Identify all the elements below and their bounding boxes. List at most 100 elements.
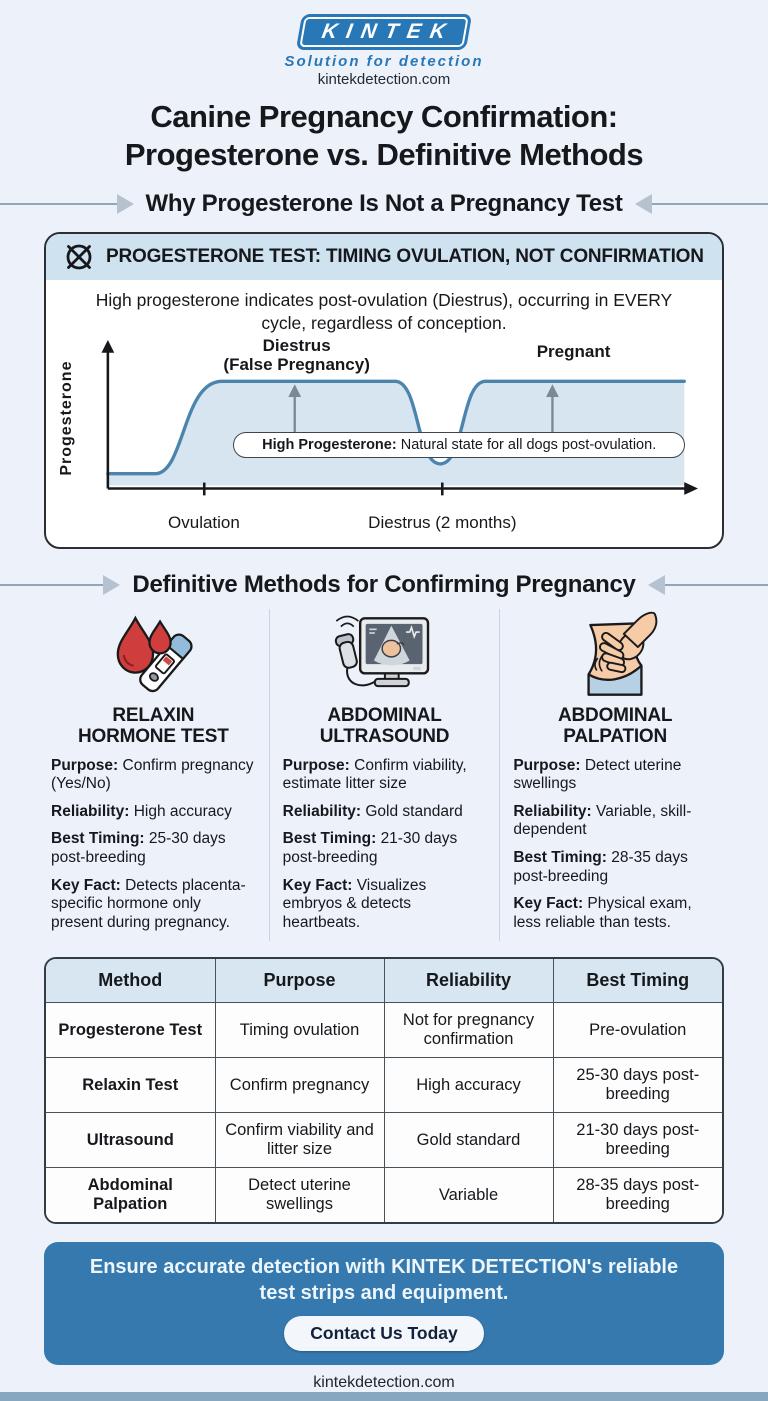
heading-line-left <box>0 584 104 587</box>
table-row: Relaxin Test Confirm pregnancy High accu… <box>46 1057 722 1114</box>
cell-reliability: Not for pregnancy confirmation <box>383 1002 554 1059</box>
contact-us-button[interactable]: Contact Us Today <box>284 1315 484 1351</box>
arrow-left-icon <box>647 575 665 596</box>
cell-reliability: High accuracy <box>383 1057 554 1114</box>
detail-best-timing: Best Timing: 21-30 days post-breeding <box>282 830 458 867</box>
annotation-arrowhead-left-icon <box>288 384 302 398</box>
method-relaxin-name: RELAXIN HORMONE TEST <box>51 705 256 748</box>
cell-method: Abdominal Palpation <box>46 1167 216 1223</box>
detail-key-fact: Key Fact: Visualizes embryos & detects h… <box>282 876 427 931</box>
progesterone-curve-svg <box>101 339 699 496</box>
chart-x-tick-labels: Ovulation Diestrus (2 months) <box>98 513 700 537</box>
brand-tagline: Solution for detection <box>284 53 484 70</box>
label-diestrus-line1: Diestrus <box>262 336 331 356</box>
cell-method: Progesterone Test <box>46 1002 216 1059</box>
arrow-right-icon <box>103 575 121 596</box>
label-diestrus-false-pregnancy: Diestrus (False Pregnancy) <box>200 336 393 374</box>
detail-reliability: Reliability: Gold standard <box>282 802 463 820</box>
page-title: Canine Pregnancy Confirmation: Progester… <box>0 98 768 174</box>
cell-method: Ultrasound <box>46 1112 216 1169</box>
cell-purpose: Detect uterine swellings <box>214 1167 385 1223</box>
section-heading-2-text: Definitive Methods for Confirming Pregna… <box>132 571 636 599</box>
no-crossed-circle-icon <box>66 244 92 270</box>
method-ultrasound-details: Purpose: Confirm viability, estimate lit… <box>283 757 487 933</box>
section-heading-2: Definitive Methods for Confirming Pregna… <box>0 571 768 599</box>
cell-best-timing: 25-30 days post-breeding <box>552 1057 722 1114</box>
table-header-row: Method Purpose Reliability Best Timing <box>46 959 722 1004</box>
brand-website: kintekdetection.com <box>317 71 451 88</box>
x-axis-arrowhead-icon <box>684 482 699 495</box>
progesterone-card-header: PROGESTERONE TEST: TIMING OVULATION, NOT… <box>46 234 722 281</box>
section-heading-1: Why Progesterone Is Not a Pregnancy Test <box>0 190 768 218</box>
method-relaxin-icon-box <box>51 609 256 701</box>
callout-text: Natural state for all dogs post-ovulatio… <box>400 436 657 453</box>
detail-key-fact: Key Fact: Physical exam, less reliable t… <box>513 895 692 931</box>
ultrasound-monitor-icon <box>335 615 430 688</box>
x-tick-ovulation: Ovulation <box>168 513 240 533</box>
method-ultrasound-name: ABDOMINAL ULTRASOUND <box>283 705 487 748</box>
method-name-line2: PALPATION <box>563 726 668 748</box>
progesterone-card-description: High progesterone indicates post-ovulati… <box>95 290 673 333</box>
method-ultrasound-icon-box <box>283 609 487 701</box>
y-axis-arrowhead-icon <box>101 339 115 353</box>
cell-best-timing: 28-35 days post-breeding <box>552 1167 722 1223</box>
detail-reliability: Reliability: Variable, skill-dependent <box>513 802 692 839</box>
detail-purpose: Purpose: Detect uterine swellings <box>513 756 682 793</box>
method-name-line2: ULTRASOUND <box>319 726 450 748</box>
progesterone-card-title: PROGESTERONE TEST: TIMING OVULATION, NOT… <box>106 246 704 268</box>
detail-best-timing: Best Timing: 25-30 days post-breeding <box>51 830 226 867</box>
col-header-best-timing: Best Timing <box>552 959 722 1004</box>
cell-best-timing: Pre-ovulation <box>552 1002 722 1059</box>
progesterone-curve <box>106 379 686 476</box>
method-relaxin: RELAXIN HORMONE TEST Purpose: Confirm pr… <box>38 609 269 941</box>
method-name-line2: HORMONE TEST <box>77 726 229 748</box>
label-diestrus-line2: (False Pregnancy) <box>223 355 370 375</box>
cell-purpose: Confirm viability and litter size <box>214 1112 385 1169</box>
cell-reliability: Variable <box>383 1167 554 1223</box>
blood-drop-test-strip-icon <box>116 615 193 693</box>
cell-purpose: Timing ovulation <box>214 1002 385 1059</box>
kintek-logo-text: KINTEK <box>299 17 469 47</box>
table-row: Abdominal Palpation Detect uterine swell… <box>46 1167 722 1223</box>
table-row: Progesterone Test Timing ovulation Not f… <box>46 1002 722 1059</box>
label-pregnant: Pregnant <box>536 342 611 362</box>
method-palpation-name: ABDOMINAL PALPATION <box>513 705 717 748</box>
method-ultrasound: ABDOMINAL ULTRASOUND Purpose: Confirm vi… <box>268 609 500 942</box>
detail-key-fact: Key Fact: Detects placenta-specific horm… <box>51 876 246 931</box>
progesterone-card: PROGESTERONE TEST: TIMING OVULATION, NOT… <box>44 232 724 550</box>
detail-purpose: Purpose: Confirm viability, estimate lit… <box>282 756 467 793</box>
method-palpation-details: Purpose: Detect uterine swellings Reliab… <box>513 757 717 933</box>
chart-y-axis-label: Progesterone <box>58 360 75 476</box>
cta-banner: Ensure accurate detection with KINTEK DE… <box>44 1242 724 1365</box>
arrow-right-icon <box>116 194 134 215</box>
method-relaxin-details: Purpose: Confirm pregnancy (Yes/No) Reli… <box>51 757 256 933</box>
heading-line-left <box>0 203 117 206</box>
footer-website: kintekdetection.com <box>313 1373 455 1391</box>
progesterone-chart: Progesterone Diest <box>58 336 700 511</box>
method-name-line1: ABDOMINAL <box>327 705 442 727</box>
col-header-purpose: Purpose <box>214 959 385 1004</box>
cell-reliability: Gold standard <box>383 1112 554 1169</box>
bottom-accent-bar <box>0 1391 768 1401</box>
method-name-line1: RELAXIN <box>112 705 195 727</box>
method-palpation-icon-box <box>513 609 717 701</box>
page-title-line1: Canine Pregnancy Confirmation: <box>150 99 618 134</box>
detail-purpose: Purpose: Confirm pregnancy (Yes/No) <box>51 756 254 793</box>
method-name-line1: ABDOMINAL <box>558 705 673 727</box>
methods-grid: RELAXIN HORMONE TEST Purpose: Confirm pr… <box>38 609 730 942</box>
detail-best-timing: Best Timing: 28-35 days post-breeding <box>513 849 688 885</box>
comparison-table: Method Purpose Reliability Best Timing P… <box>46 959 722 1223</box>
cell-purpose: Confirm pregnancy <box>214 1057 385 1114</box>
brand-header: KINTEK Solution for detection kintekdete… <box>0 14 768 88</box>
page-title-line2: Progesterone vs. Definitive Methods <box>124 137 644 173</box>
comparison-table-wrapper: Method Purpose Reliability Best Timing P… <box>44 957 724 1225</box>
high-progesterone-callout: High Progesterone: Natural state for all… <box>233 431 685 458</box>
method-palpation: ABDOMINAL PALPATION Purpose: Detect uter… <box>499 609 730 942</box>
col-header-method: Method <box>46 959 216 1004</box>
detail-reliability: Reliability: High accuracy <box>51 802 232 820</box>
table-row: Ultrasound Confirm viability and litter … <box>46 1112 722 1169</box>
annotation-arrowhead-right-icon <box>546 384 559 398</box>
cell-method: Relaxin Test <box>46 1057 216 1114</box>
callout-bold-label: High Progesterone: <box>262 436 397 453</box>
